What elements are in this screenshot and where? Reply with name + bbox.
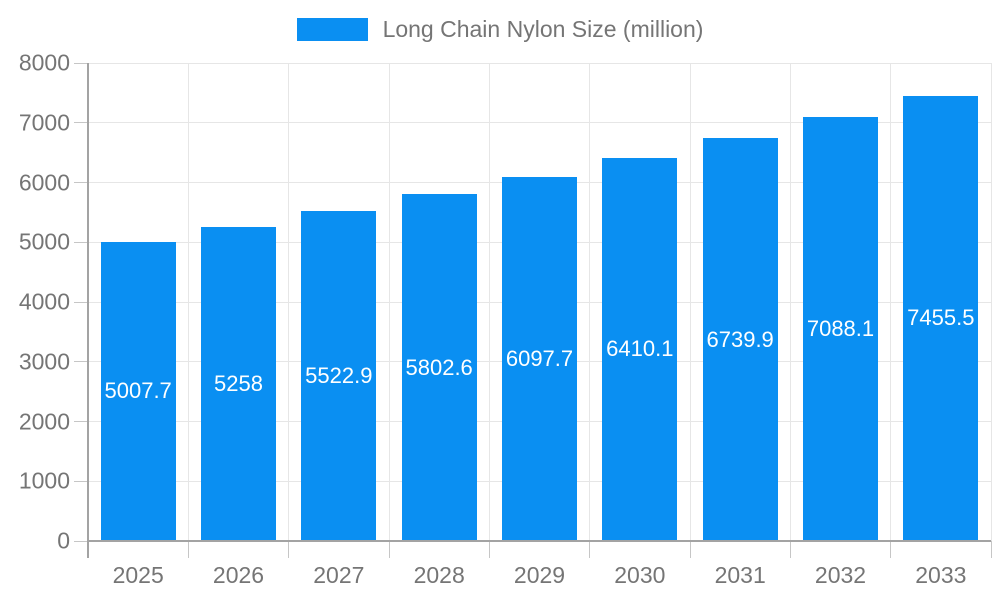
y-tick-label: 4000 xyxy=(18,288,70,315)
x-gridline xyxy=(488,63,490,541)
bar-value-label: 7088.1 xyxy=(806,316,875,342)
x-gridline xyxy=(388,63,390,541)
bar-value-label: 5522.9 xyxy=(305,363,373,388)
legend-swatch-icon xyxy=(296,18,368,41)
bar-2028[interactable] xyxy=(401,194,477,541)
y-axis-tick xyxy=(74,361,88,363)
y-axis-tick xyxy=(74,480,88,482)
x-tick-label: 2026 xyxy=(212,562,265,588)
x-axis-tick xyxy=(187,541,189,558)
x-axis-tick xyxy=(288,541,290,558)
legend-label: Long Chain Nylon Size (million) xyxy=(382,16,704,42)
bar-value-label: 7455.5 xyxy=(907,305,975,331)
x-tick-label: 2031 xyxy=(714,562,766,588)
bar-2027[interactable] xyxy=(301,211,377,541)
bar-2030[interactable] xyxy=(602,157,678,541)
y-axis-tick xyxy=(74,122,88,124)
bar-2033[interactable] xyxy=(903,95,979,541)
y-tick-label: 2000 xyxy=(18,408,70,434)
bar-value-label: 6097.7 xyxy=(505,345,574,371)
bar-2025[interactable] xyxy=(100,241,176,541)
x-tick-label: 2025 xyxy=(112,562,164,588)
bar-2031[interactable] xyxy=(702,138,778,541)
x-gridline xyxy=(990,63,992,541)
x-gridline xyxy=(288,63,290,541)
y-axis-tick xyxy=(74,301,88,303)
x-gridline xyxy=(890,63,892,541)
x-axis-tick xyxy=(388,541,390,558)
x-gridline xyxy=(187,63,189,541)
x-tick-label: 2032 xyxy=(814,562,867,588)
bar-value-label: 5258 xyxy=(214,370,263,396)
x-tick-label: 2027 xyxy=(313,562,365,588)
x-axis-tick xyxy=(589,541,591,558)
bar-value-label: 5007.7 xyxy=(104,378,172,404)
y-tick-label: 7000 xyxy=(18,109,70,136)
y-axis-tick xyxy=(74,241,88,243)
y-gridline xyxy=(88,122,991,124)
x-gridline xyxy=(789,63,791,541)
y-tick-label: 1000 xyxy=(18,467,70,494)
y-axis-tick xyxy=(74,540,88,542)
bar-2029[interactable] xyxy=(502,176,577,541)
chart-legend[interactable]: Long Chain Nylon Size (million) xyxy=(0,18,1000,41)
y-tick-label: 8000 xyxy=(18,49,70,76)
x-tick-label: 2028 xyxy=(413,562,465,588)
y-axis-tick xyxy=(74,62,88,64)
bar-value-label: 6410.1 xyxy=(606,336,674,362)
x-axis-line xyxy=(87,540,991,542)
x-axis-tick xyxy=(689,541,691,558)
bar-value-label: 6739.9 xyxy=(706,326,774,352)
x-axis-tick xyxy=(990,541,992,558)
bar-2026[interactable] xyxy=(201,226,276,541)
y-axis-tick xyxy=(74,182,88,183)
x-tick-label: 2030 xyxy=(614,562,666,588)
x-axis-tick xyxy=(890,541,892,558)
y-tick-label: 6000 xyxy=(18,169,70,195)
x-axis-tick xyxy=(488,541,490,558)
y-tick-label: 0 xyxy=(57,527,70,554)
x-tick-label: 2033 xyxy=(915,562,967,588)
x-tick-label: 2029 xyxy=(513,562,566,588)
bar-2032[interactable] xyxy=(803,117,878,541)
x-gridline xyxy=(589,63,591,541)
y-gridline xyxy=(88,62,991,64)
y-axis-line xyxy=(87,63,89,558)
x-axis-tick xyxy=(789,541,791,558)
y-axis-tick xyxy=(74,421,88,422)
y-tick-label: 3000 xyxy=(18,348,70,375)
bar-value-label: 5802.6 xyxy=(405,354,473,380)
x-gridline xyxy=(689,63,691,541)
y-tick-label: 5000 xyxy=(18,228,70,255)
